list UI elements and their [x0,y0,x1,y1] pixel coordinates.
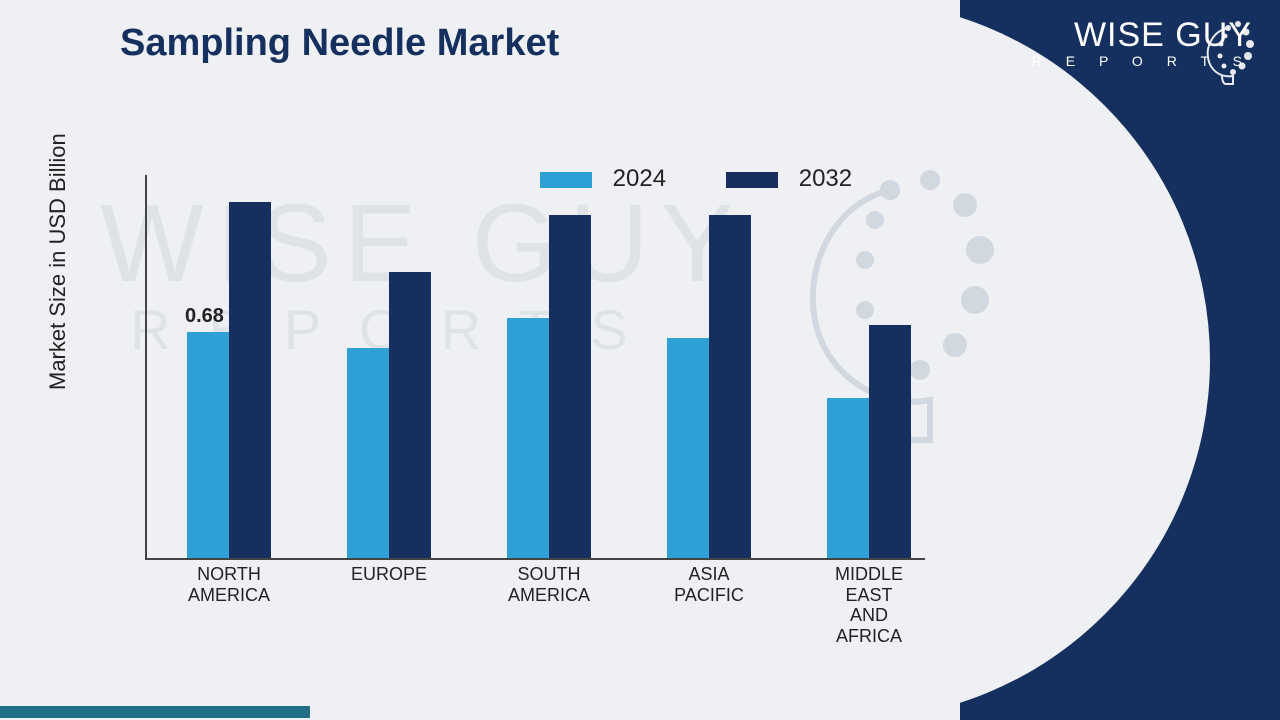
x-axis-label: EUROPE [324,558,454,585]
plot-area: NORTHAMERICA EUROPE SOUTHAMERICA ASIAPACIFI… [145,175,925,560]
bar [549,215,591,558]
y-axis-label: Market Size in USD Billion [45,133,71,390]
x-axis-label: SOUTHAMERICA [484,558,614,605]
data-label: 0.68 [185,305,224,328]
bar [229,202,271,558]
bar-group: MIDDLEEASTANDAFRICA [827,325,911,558]
bar-group: NORTHAMERICA [187,202,271,558]
brand-logo: WISE GUY R E P O R T S [1032,18,1252,68]
bar-group: EUROPE [347,272,431,558]
bar [389,272,431,558]
bar-chart: NORTHAMERICA EUROPE SOUTHAMERICA ASIAPACIFI… [95,175,925,585]
brand-head-icon [1178,16,1258,86]
bar-group: ASIAPACIFIC [667,215,751,558]
bar [347,348,389,558]
bar [667,338,709,558]
x-axis-label: MIDDLEEASTANDAFRICA [804,558,934,647]
bar [827,398,869,558]
bar-group: SOUTHAMERICA [507,215,591,558]
bar [869,325,911,558]
page-title: Sampling Needle Market [120,22,559,65]
stage: Sampling Needle Market WISE GUY R E P O … [0,0,1280,720]
bar [507,318,549,558]
bottom-stripe [0,706,310,718]
page-title-text: Sampling Needle Market [120,22,559,64]
x-axis-label: NORTHAMERICA [164,558,294,605]
bar [187,332,229,558]
x-axis-label: ASIAPACIFIC [644,558,774,605]
bar [709,215,751,558]
